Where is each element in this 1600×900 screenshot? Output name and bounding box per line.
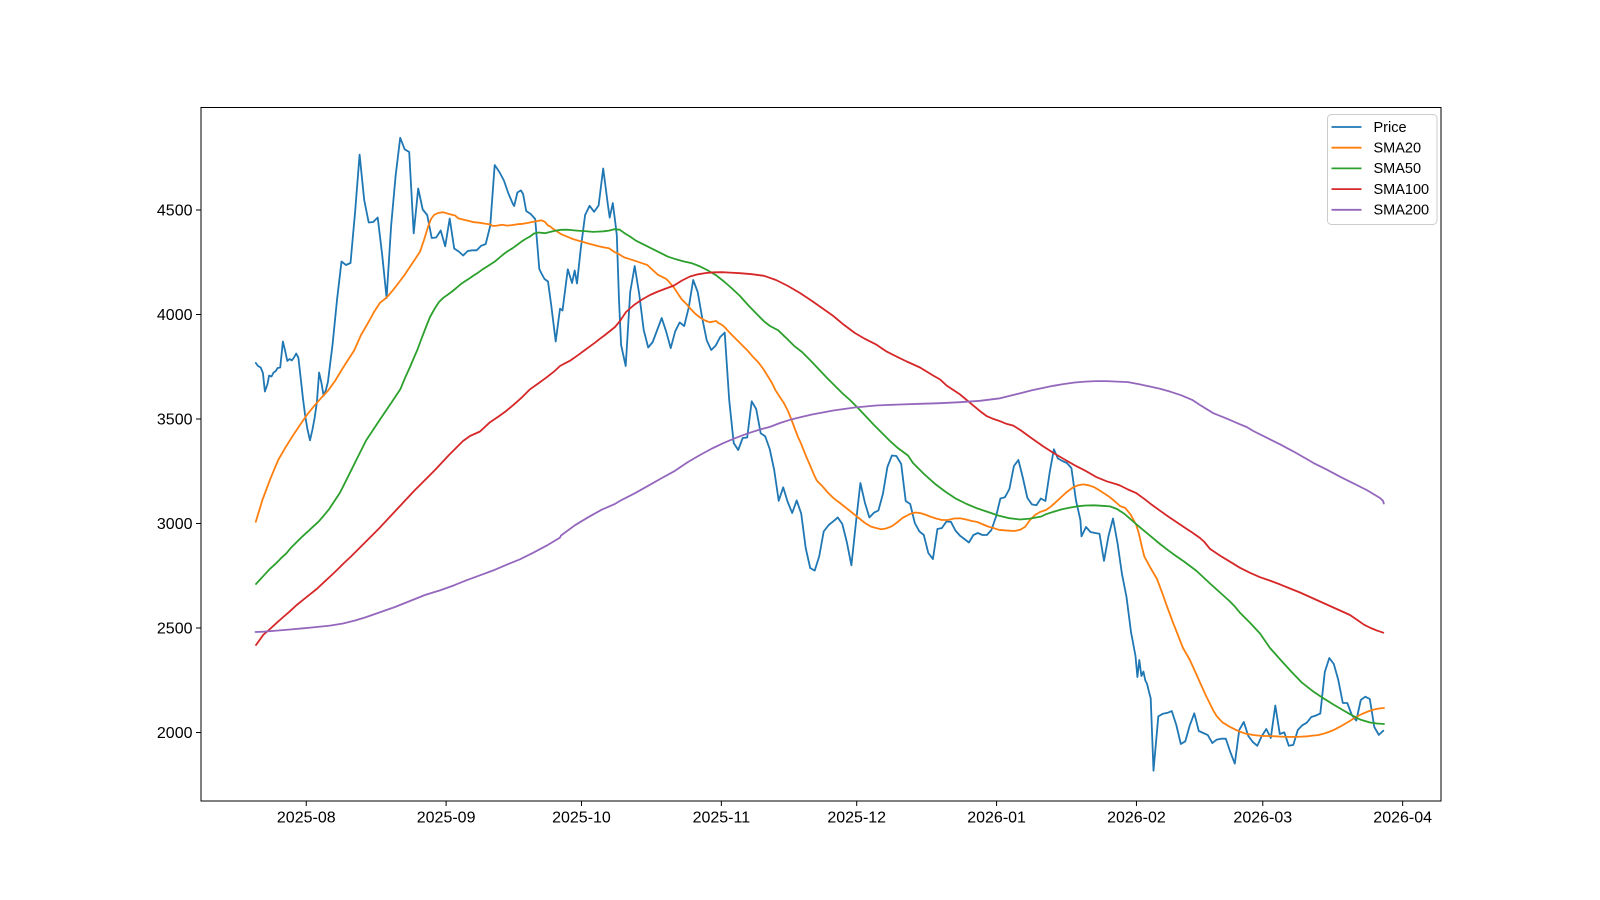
- svg-text:2025-08: 2025-08: [277, 810, 336, 827]
- svg-text:4000: 4000: [157, 307, 193, 324]
- svg-text:2025-11: 2025-11: [693, 810, 751, 827]
- svg-text:3500: 3500: [157, 412, 193, 429]
- svg-text:2025-12: 2025-12: [827, 810, 886, 827]
- svg-text:SMA200: SMA200: [1374, 203, 1430, 219]
- svg-text:4500: 4500: [157, 203, 193, 220]
- svg-text:2000: 2000: [157, 725, 193, 742]
- svg-text:2026-01: 2026-01: [967, 810, 1026, 827]
- svg-text:2025-10: 2025-10: [552, 810, 611, 827]
- svg-text:2026-02: 2026-02: [1107, 810, 1166, 827]
- svg-text:2500: 2500: [157, 621, 193, 638]
- svg-text:3000: 3000: [157, 516, 193, 533]
- svg-text:SMA50: SMA50: [1374, 161, 1422, 177]
- svg-text:Price: Price: [1374, 120, 1407, 136]
- svg-text:2026-03: 2026-03: [1233, 810, 1292, 827]
- svg-text:SMA20: SMA20: [1374, 141, 1422, 157]
- svg-text:2026-04: 2026-04: [1373, 810, 1432, 827]
- svg-text:SMA100: SMA100: [1374, 182, 1430, 198]
- svg-text:2025-09: 2025-09: [417, 810, 476, 827]
